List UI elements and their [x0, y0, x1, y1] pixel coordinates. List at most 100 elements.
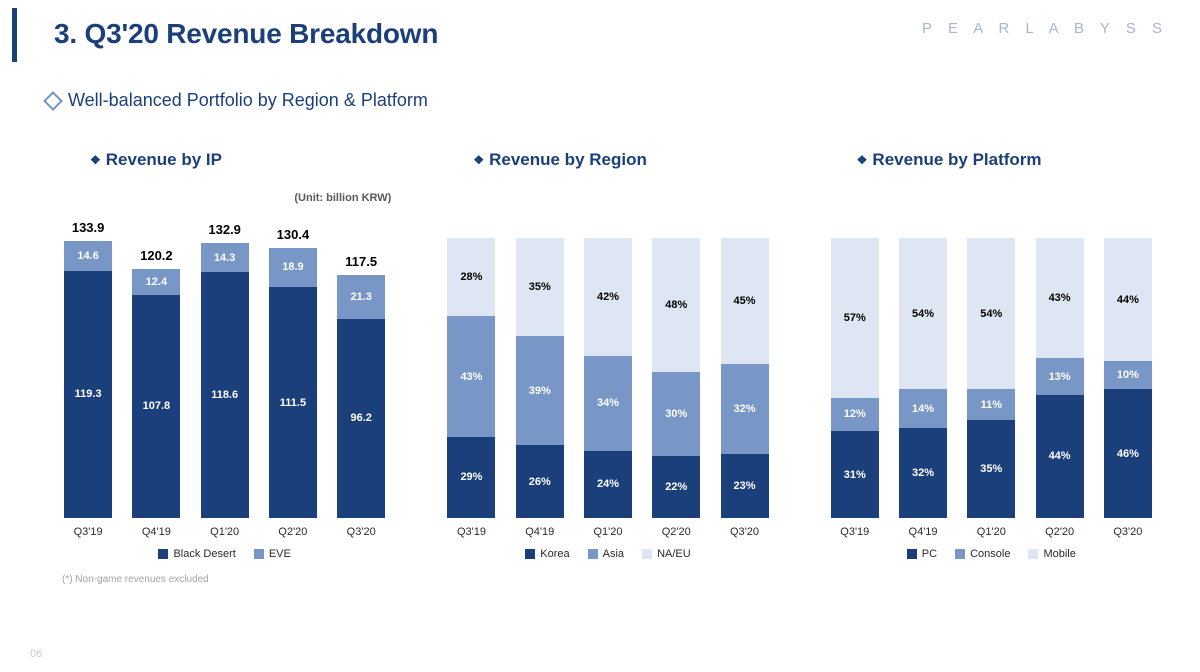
slide-title: 3. Q3'20 Revenue Breakdown	[54, 18, 438, 50]
legend-swatch	[907, 549, 917, 559]
bar-stack: 14.3118.6	[201, 243, 249, 518]
panel-header-platform: ❖ Revenue by Platform	[857, 150, 1168, 170]
bar-col: 35%39%26%	[511, 238, 569, 518]
bar-col: 132.914.3118.6	[196, 222, 254, 518]
x-tick-label: Q2'20	[647, 526, 705, 538]
bar-col: 45%32%23%	[716, 238, 774, 518]
bar-segment: 13%	[1036, 358, 1084, 394]
bar-segment: 28%	[447, 238, 495, 316]
x-tick-label: Q2'20	[1031, 526, 1089, 538]
x-labels-ip: Q3'19Q4'19Q1'20Q2'20Q3'20	[48, 526, 401, 538]
x-labels-region: Q3'19Q4'19Q1'20Q2'20Q3'20	[431, 526, 784, 538]
legend-swatch	[588, 549, 598, 559]
bar-col: 28%43%29%	[442, 238, 500, 518]
bar-segment: 14%	[899, 389, 947, 428]
bar-segment: 12%	[831, 398, 879, 432]
bar-segment: 119.3	[64, 271, 112, 518]
legend-label: Console	[970, 548, 1010, 560]
bar-col: 130.4 18.9111.5	[264, 227, 322, 518]
bar-segment: 54%	[967, 238, 1015, 389]
bar-col: 117.5 21.396.2	[332, 254, 390, 518]
legend-swatch	[525, 549, 535, 559]
bar-segment: 118.6	[201, 272, 249, 518]
bar-segment: 14.3	[201, 243, 249, 273]
panels: ❖ Revenue by IP (Unit: billion KRW) 133.…	[48, 150, 1168, 585]
legend-label: PC	[922, 548, 937, 560]
legend-label: Asia	[603, 548, 624, 560]
bar-segment: 32%	[899, 428, 947, 518]
bullet-icon: ❖	[857, 153, 865, 167]
bar-segment: 46%	[1104, 389, 1152, 518]
bar-segment: 12.4	[132, 269, 180, 295]
bar-stack: 45%32%23%	[721, 238, 769, 518]
bar-stack: 14.6119.3	[64, 241, 112, 518]
chart-region: 28%43%29%35%39%26%42%34%24%48%30%22%45%3…	[431, 198, 784, 518]
x-tick-label: Q3'20	[716, 526, 774, 538]
bullet-icon: ❖	[90, 153, 98, 167]
bar-stack: 54%11%35%	[967, 238, 1015, 518]
x-tick-label: Q4'19	[894, 526, 952, 538]
legend-label: EVE	[269, 548, 291, 560]
x-tick-label: Q3'19	[59, 526, 117, 538]
bar-stack: 57%12%31%	[831, 238, 879, 518]
bar-stack: 48%30%22%	[652, 238, 700, 518]
bar-segment: 45%	[721, 238, 769, 364]
legend-label: Black Desert	[173, 548, 235, 560]
legend-label: Mobile	[1043, 548, 1075, 560]
bar-segment: 35%	[516, 238, 564, 336]
bar-segment: 96.2	[337, 319, 385, 518]
legend-item: Asia	[588, 548, 624, 560]
bar-segment: 35%	[967, 420, 1015, 518]
bar-segment: 30%	[652, 372, 700, 456]
bar-total-label: 130.4	[277, 227, 310, 242]
legend-item: Console	[955, 548, 1010, 560]
legend-swatch	[955, 549, 965, 559]
legend-label: NA/EU	[657, 548, 691, 560]
x-tick-label: Q1'20	[962, 526, 1020, 538]
x-tick-label: Q3'20	[1099, 526, 1157, 538]
bar-total-label: 117.5	[345, 254, 377, 269]
x-tick-label: Q1'20	[196, 526, 254, 538]
bar-stack: 54%14%32%	[899, 238, 947, 518]
bar-col: 54%14%32%	[894, 238, 952, 518]
bar-col: 44%10%46%	[1099, 238, 1157, 518]
bar-col: 57%12%31%	[826, 238, 884, 518]
panel-title-region: Revenue by Region	[489, 150, 647, 170]
bar-segment: 107.8	[132, 295, 180, 518]
legend-item: Mobile	[1028, 548, 1075, 560]
bar-segment: 32%	[721, 364, 769, 454]
bar-segment: 18.9	[269, 248, 317, 287]
bar-col: 42%34%24%	[579, 238, 637, 518]
bar-col: 48%30%22%	[647, 238, 705, 518]
legend-item: Black Desert	[158, 548, 235, 560]
legend-ip: Black Desert EVE	[48, 548, 401, 560]
bar-segment: 43%	[1036, 238, 1084, 358]
bar-segment: 11%	[967, 389, 1015, 420]
bar-col: 133.9 14.6119.3	[59, 220, 117, 518]
bar-stack: 42%34%24%	[584, 238, 632, 518]
panel-revenue-region: ❖ Revenue by Region 28%43%29%35%39%26% 42…	[431, 150, 784, 585]
accent-bar	[12, 8, 17, 62]
bar-stack: 12.4107.8	[132, 269, 180, 518]
bar-stack: 21.396.2	[337, 275, 385, 518]
legend-item: NA/EU	[642, 548, 691, 560]
bar-segment: 14.6	[64, 241, 112, 271]
legend-swatch	[158, 549, 168, 559]
footnote-ip: (*) Non-game revenues excluded	[62, 574, 401, 585]
panel-header-region: ❖ Revenue by Region	[473, 150, 784, 170]
legend-swatch	[642, 549, 652, 559]
x-tick-label: Q3'19	[442, 526, 500, 538]
bar-segment: 10%	[1104, 361, 1152, 389]
bar-stack: 43%13%44%	[1036, 238, 1084, 518]
bar-stack: 18.9111.5	[269, 248, 317, 518]
bar-segment: 111.5	[269, 287, 317, 518]
diamond-icon	[43, 91, 63, 111]
bar-segment: 22%	[652, 456, 700, 518]
legend-platform: PC Console Mobile	[815, 548, 1168, 560]
bar-total-label: 133.9	[72, 220, 105, 235]
bullet-icon: ❖	[473, 153, 481, 167]
panel-revenue-ip: ❖ Revenue by IP (Unit: billion KRW) 133.…	[48, 150, 401, 585]
x-tick-label: Q4'19	[127, 526, 185, 538]
legend-label: Korea	[540, 548, 569, 560]
panel-title-platform: Revenue by Platform	[872, 150, 1041, 170]
